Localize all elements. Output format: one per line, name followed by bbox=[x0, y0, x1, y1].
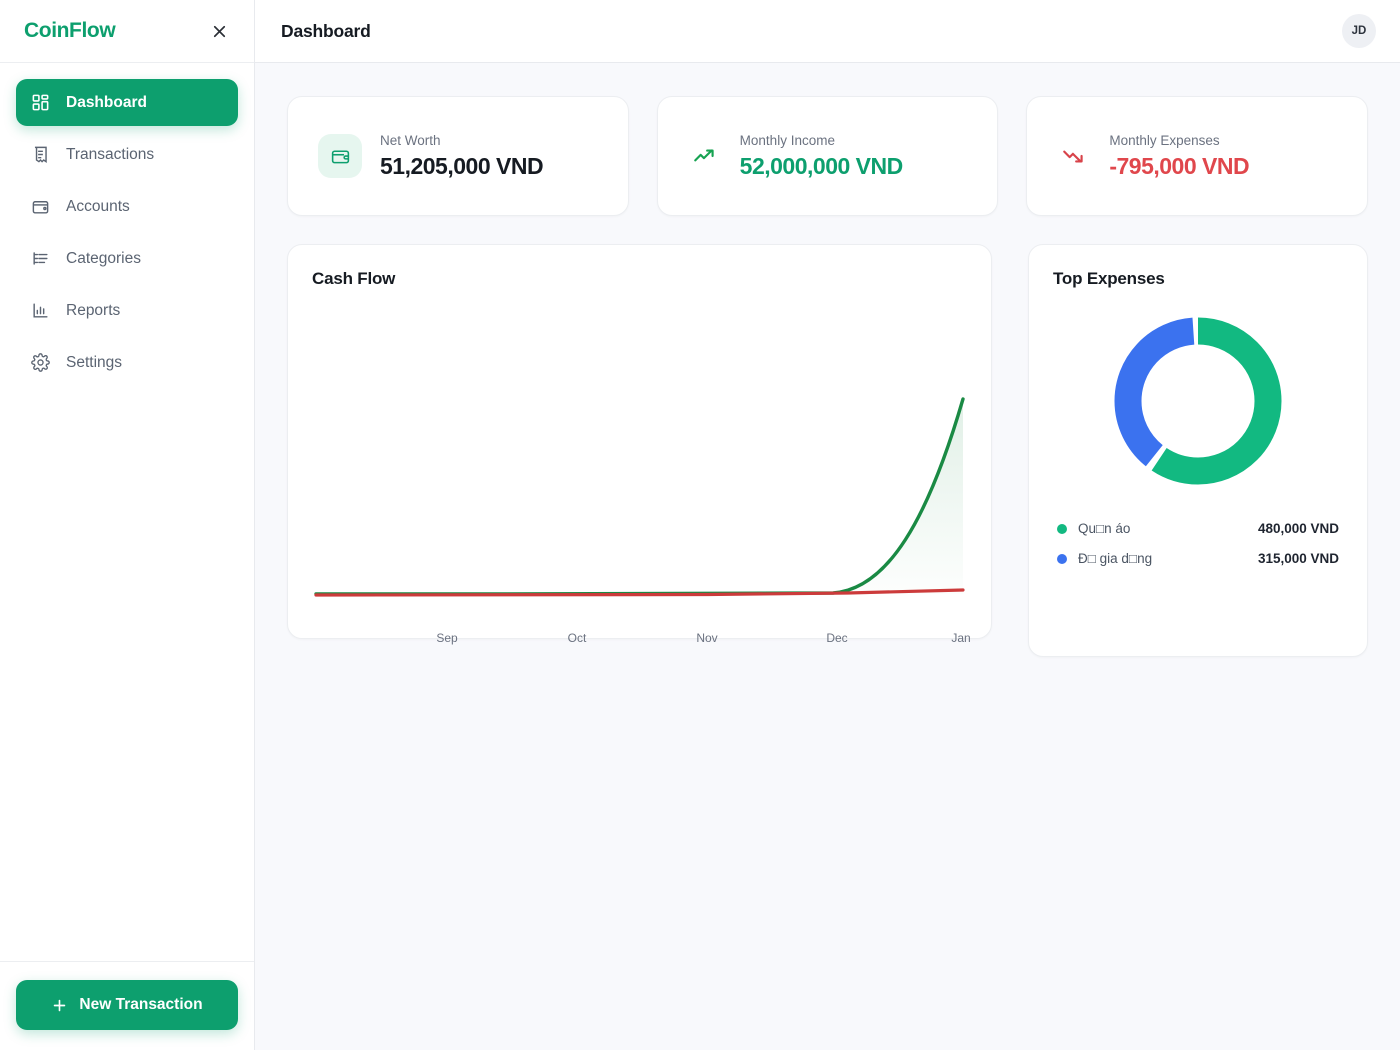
donut-slice-household bbox=[1114, 317, 1282, 485]
page-title: Dashboard bbox=[281, 20, 371, 41]
top-expenses-panel: Top Expenses bbox=[1028, 244, 1368, 657]
grid-icon bbox=[30, 92, 51, 113]
sidebar-item-transactions[interactable]: Transactions bbox=[16, 131, 238, 178]
sidebar-item-dashboard[interactable]: Dashboard bbox=[16, 79, 238, 126]
sidebar-nav: Dashboard Transactions Accounts Categori… bbox=[0, 63, 254, 386]
stat-card-monthly-income: Monthly Income 52,000,000 VND bbox=[656, 96, 999, 216]
close-icon[interactable] bbox=[204, 16, 234, 46]
income-area bbox=[316, 399, 963, 594]
expense-line bbox=[314, 588, 965, 597]
sidebar-item-label: Accounts bbox=[66, 197, 130, 215]
wallet-icon bbox=[318, 134, 362, 178]
top-expenses-legend: Qu□n áo 480,000 VND Ð□ gia d□ng 315,000 … bbox=[1029, 491, 1367, 566]
new-transaction-label: New Transaction bbox=[79, 996, 203, 1013]
stat-card-row: Net Worth 51,205,000 VND Monthly Income … bbox=[287, 96, 1369, 216]
legend-item: Qu□n áo 480,000 VND bbox=[1057, 521, 1339, 536]
sidebar-header: CoinFlow bbox=[0, 0, 254, 63]
cash-flow-panel: Cash Flow bbox=[287, 244, 993, 645]
sidebar-item-reports[interactable]: Reports bbox=[16, 287, 238, 334]
sidebar-item-label: Settings bbox=[66, 353, 123, 371]
x-tick-label: Oct bbox=[567, 631, 587, 645]
dashboard-content: Net Worth 51,205,000 VND Monthly Income … bbox=[255, 63, 1400, 1050]
stat-value: -795,000 VND bbox=[1109, 152, 1250, 179]
cash-flow-svg bbox=[314, 397, 965, 597]
sidebar-footer: New Transaction bbox=[0, 961, 254, 1050]
trending-down-icon bbox=[1057, 143, 1091, 169]
cash-flow-x-axis: Sep Oct Nov Dec Jan bbox=[288, 631, 993, 651]
panel-row: Cash Flow bbox=[287, 244, 1368, 657]
top-expenses-title: Top Expenses bbox=[1053, 269, 1165, 288]
sidebar-item-label: Categories bbox=[66, 249, 141, 267]
wallet-icon bbox=[30, 196, 51, 217]
sidebar-item-accounts[interactable]: Accounts bbox=[16, 183, 238, 230]
avatar[interactable]: JD bbox=[1342, 14, 1376, 48]
x-tick-label: Jan bbox=[951, 631, 971, 645]
sidebar-item-label: Reports bbox=[66, 301, 121, 319]
gear-icon bbox=[30, 352, 51, 373]
new-transaction-button[interactable]: New Transaction bbox=[16, 980, 238, 1030]
stat-card-net-worth: Net Worth 51,205,000 VND bbox=[287, 96, 629, 216]
donut-chart bbox=[1029, 311, 1367, 491]
legend-value: 480,000 VND bbox=[1257, 521, 1339, 536]
list-tree-icon bbox=[30, 248, 51, 269]
top-bar: Dashboard JD bbox=[255, 0, 1400, 63]
trending-up-icon bbox=[688, 143, 722, 169]
receipt-icon bbox=[30, 144, 51, 165]
sidebar: CoinFlow Dashboard Transactions bbox=[0, 0, 255, 1050]
donut-svg bbox=[1114, 317, 1282, 485]
income-line bbox=[314, 397, 965, 596]
x-tick-label: Dec bbox=[826, 631, 848, 645]
stat-card-monthly-expenses: Monthly Expenses -795,000 VND bbox=[1026, 96, 1369, 216]
main-area: Dashboard JD Net Worth 51,205,000 VND bbox=[255, 0, 1400, 1050]
cash-flow-title: Cash Flow bbox=[312, 269, 396, 288]
sidebar-item-label: Dashboard bbox=[66, 93, 147, 111]
stat-value: 52,000,000 VND bbox=[739, 152, 904, 179]
stat-label: Monthly Expenses bbox=[1109, 132, 1220, 148]
stat-label: Monthly Income bbox=[739, 132, 835, 148]
cash-flow-chart: Sep Oct Nov Dec Jan bbox=[288, 289, 993, 645]
legend-item: Ð□ gia d□ng 315,000 VND bbox=[1057, 551, 1339, 566]
app-logo: CoinFlow bbox=[24, 19, 116, 42]
sidebar-item-label: Transactions bbox=[66, 145, 155, 163]
bar-chart-icon bbox=[30, 300, 51, 321]
x-tick-label: Nov bbox=[696, 631, 718, 645]
stat-label: Net Worth bbox=[380, 132, 441, 148]
legend-color-dot bbox=[1057, 553, 1067, 564]
legend-label: Qu□n áo bbox=[1078, 521, 1131, 536]
stat-value: 51,205,000 VND bbox=[380, 152, 544, 179]
legend-label: Ð□ gia d□ng bbox=[1078, 551, 1153, 566]
legend-color-dot bbox=[1057, 523, 1067, 534]
legend-value: 315,000 VND bbox=[1257, 551, 1339, 566]
sidebar-item-categories[interactable]: Categories bbox=[16, 235, 238, 282]
sidebar-item-settings[interactable]: Settings bbox=[16, 339, 238, 386]
x-tick-label: Sep bbox=[436, 631, 458, 645]
plus-icon bbox=[51, 997, 68, 1014]
donut-slice-clothing bbox=[1114, 317, 1282, 485]
